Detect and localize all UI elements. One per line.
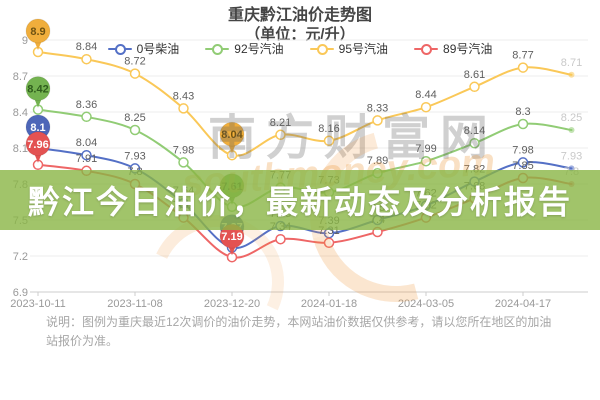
value-label: 7.93 [561,150,582,162]
value-label: 8.71 [561,57,582,69]
data-point [420,101,432,113]
legend-item-95号汽油[interactable]: 95号汽油 [309,40,389,57]
data-point [129,68,141,79]
value-label: 8.36 [76,99,97,111]
x-axis-label: 2023-12-20 [204,298,260,310]
legend-label: 89号汽油 [443,42,493,56]
value-label: 7.93 [124,150,145,162]
price-pin-label: 8.42 [27,84,48,96]
data-point [81,111,92,123]
legend-marker-icon [309,43,334,55]
price-pin-label: 7.96 [27,139,48,151]
value-label: 8.16 [318,123,339,135]
page-subtitle: （单位：元/升） [245,26,355,43]
x-axis-label: 2023-10-11 [10,298,65,310]
price-pin [25,76,51,102]
data-point [469,137,480,149]
price-pin-label: 8.1 [30,122,45,134]
disclaimer-note: 说明：图例为重庆最近12次调价的油价走势，本网站油价数据仅供参考，请以您所在地区… [46,315,552,349]
chart-header: 重庆黔江油价走势图 （单位：元/升） [0,6,600,45]
headline-banner: 黔江今日油价，最新动态及分析报告 [0,170,600,230]
legend-label: 95号汽油 [338,42,389,56]
value-label: 8.25 [124,112,145,124]
legend-marker-icon [107,43,132,55]
data-point [275,129,286,141]
price-pin [25,18,51,44]
page-title: 重庆黔江油价走势图 [227,7,372,24]
value-label: 8.43 [173,90,194,102]
value-label: 7.89 [367,155,388,167]
value-label: 8.3 [515,106,530,118]
price-pin-label: 7.19 [221,231,242,243]
data-point [568,165,575,172]
value-label: 8.77 [512,50,533,62]
x-axis-label: 2024-04-17 [495,298,551,310]
data-point [129,124,141,136]
value-label: 8.04 [76,137,97,149]
data-point [178,157,189,168]
price-pin-label: 8.04 [221,129,243,141]
data-point [568,71,575,78]
data-point [81,53,92,65]
data-point [517,62,529,73]
y-axis-label: 7.2 [13,251,28,263]
x-axis-label: 2024-03-05 [398,298,454,310]
price-pin [219,121,245,147]
x-axis-label: 2023-11-08 [107,298,162,310]
data-point [372,115,383,126]
y-axis-label: 8.7 [13,71,28,83]
data-point [420,155,432,167]
value-label: 8.61 [464,69,485,81]
value-label: 8.84 [76,41,97,53]
y-axis-label: 8.4 [13,107,28,119]
y-axis-label: 9 [22,35,28,47]
watermark-text-cn: 南方财富网 [208,112,499,165]
legend-item-89号汽油[interactable]: 89号汽油 [414,40,492,57]
data-point [81,149,92,161]
value-label: 7.99 [415,143,436,155]
legend-label: 0号柴油 [136,42,180,56]
chart-legend: 0号柴油 92号汽油 95号汽油 89号汽油 [0,40,600,57]
data-point [275,233,286,245]
legend-item-92号汽油[interactable]: 92号汽油 [205,40,284,57]
value-label: 7.91 [76,153,97,165]
data-point [568,127,575,133]
data-point [178,103,189,114]
legend-item-0号柴油[interactable]: 0号柴油 [107,40,180,57]
x-axis-label: 2024-01-18 [301,298,357,310]
data-point [469,81,480,93]
price-pin-label: 8.9 [30,26,45,38]
value-label: 7.98 [173,144,194,156]
data-point [517,157,529,168]
value-label: 7.98 [512,144,533,156]
legend-marker-icon [205,43,230,55]
value-label: 8.72 [124,56,145,68]
value-label: 8.33 [367,102,388,114]
legend-label: 92号汽油 [234,42,284,56]
data-point [323,237,335,249]
value-label: 8.44 [415,89,436,101]
legend-marker-icon [414,43,439,55]
y-axis-label: 6.9 [13,287,28,299]
data-point [323,135,335,147]
y-axis-label: 8.1 [13,143,28,155]
value-label: 8.25 [561,112,582,124]
value-label: 7.85 [512,160,533,172]
data-point [517,118,529,130]
value-label: 8.14 [464,125,485,137]
value-label: 8.21 [270,117,291,129]
price-pin [25,131,51,157]
headline-text: 黔江今日油价，最新动态及分析报告 [27,184,572,220]
